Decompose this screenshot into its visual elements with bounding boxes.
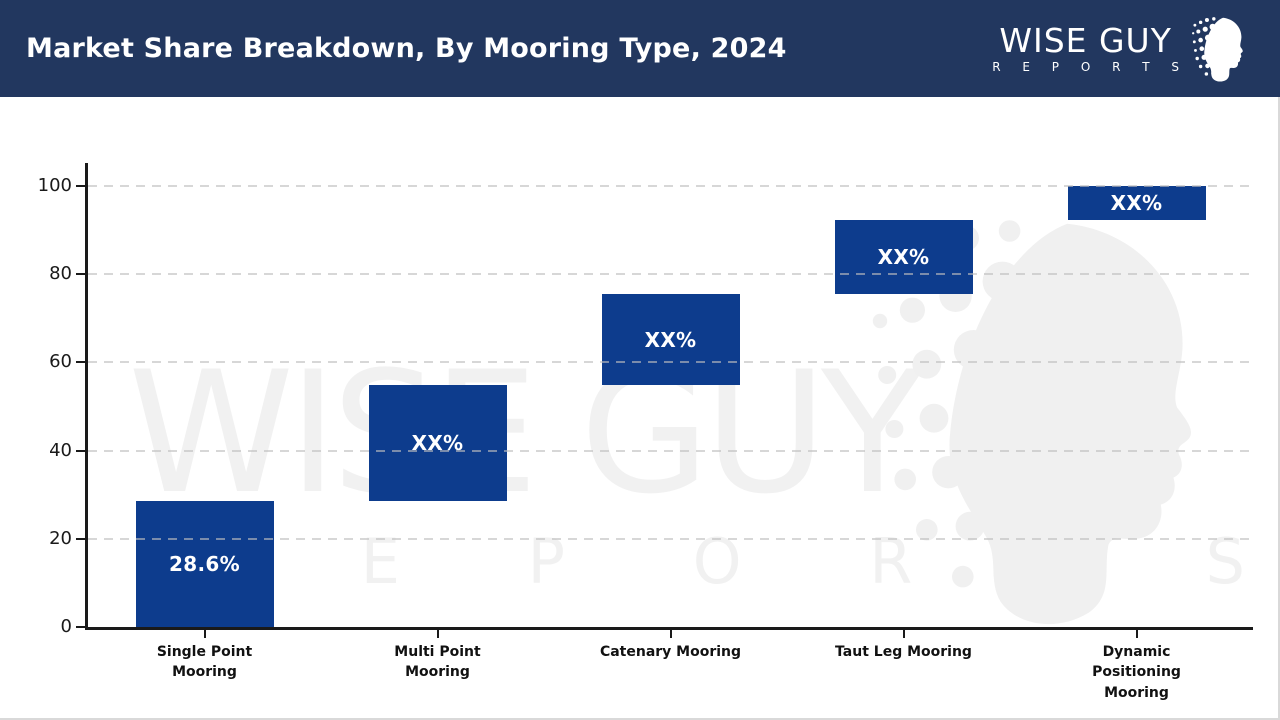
- y-axis-tick-label: 40: [49, 439, 72, 461]
- x-axis-category-label: Dynamic Positioning Mooring: [1092, 644, 1181, 701]
- y-axis-tick-40: [76, 449, 85, 452]
- bar-value-label: 28.6%: [169, 551, 240, 576]
- wise-guy-reports-logo: WISE GUY R E P O R T S: [983, 16, 1248, 82]
- bar-segment-3: XX%: [834, 220, 973, 295]
- y-axis-tick-60: [76, 361, 85, 364]
- bar-segment-4: XX%: [1067, 186, 1206, 221]
- gridline-80: [88, 273, 1253, 276]
- y-axis-tick-label: 60: [49, 351, 72, 373]
- x-axis-category-label: Multi Point Mooring: [394, 644, 481, 681]
- header-bar: Market Share Breakdown, By Mooring Type,…: [0, 0, 1280, 97]
- y-axis-tick-80: [76, 273, 85, 276]
- x-axis-category-label: Taut Leg Mooring: [835, 644, 972, 660]
- bar-segment-1: XX%: [368, 385, 507, 501]
- x-axis-category-label: Single Point Mooring: [156, 644, 253, 681]
- x-axis-tick-3: [902, 630, 905, 638]
- y-axis-tick-100: [76, 185, 85, 187]
- gridline-60: [88, 361, 1253, 364]
- y-axis-tick-label: 100: [37, 175, 72, 196]
- logo-wordmark: WISE GUY: [999, 21, 1172, 60]
- x-axis-tick-1: [436, 630, 439, 638]
- x-axis-tick-2: [669, 630, 672, 638]
- page-border-right: [1278, 0, 1280, 720]
- page-title: Market Share Breakdown, By Mooring Type,…: [26, 33, 787, 64]
- bar-segment-0: 28.6%: [135, 500, 274, 627]
- y-axis-tick-label: 0: [60, 616, 72, 637]
- x-axis-tick-4: [1135, 630, 1138, 638]
- y-axis-tick-label: 80: [49, 263, 72, 285]
- dotted-face-profile-icon: [1192, 16, 1243, 82]
- x-axis-category-label: Catenary Mooring: [599, 644, 742, 660]
- page-border-bottom: [0, 718, 1280, 720]
- y-axis-tick-0: [76, 626, 85, 628]
- gridline-40: [88, 449, 1253, 452]
- logo-text: WISE GUY R E P O R T S: [983, 24, 1188, 73]
- bar-value-label: XX%: [1110, 191, 1163, 216]
- bar-value-label: XX%: [644, 327, 697, 352]
- gridline-100: [88, 185, 1253, 187]
- x-axis-line: [85, 627, 1253, 630]
- bar-segment-2: XX%: [601, 294, 740, 386]
- logo-subtitle: R E P O R T S: [992, 60, 1188, 74]
- y-axis-tick-label: 20: [49, 527, 72, 549]
- x-axis-tick-0: [203, 630, 206, 638]
- y-axis-line: [85, 163, 88, 630]
- bar-value-label: XX%: [877, 245, 930, 270]
- plot-area: 0 20 40 60 80 100 28.6% Single Point Mooring XX%…: [38, 170, 1253, 701]
- y-axis-tick-20: [76, 537, 85, 540]
- gridline-20: [88, 537, 1253, 540]
